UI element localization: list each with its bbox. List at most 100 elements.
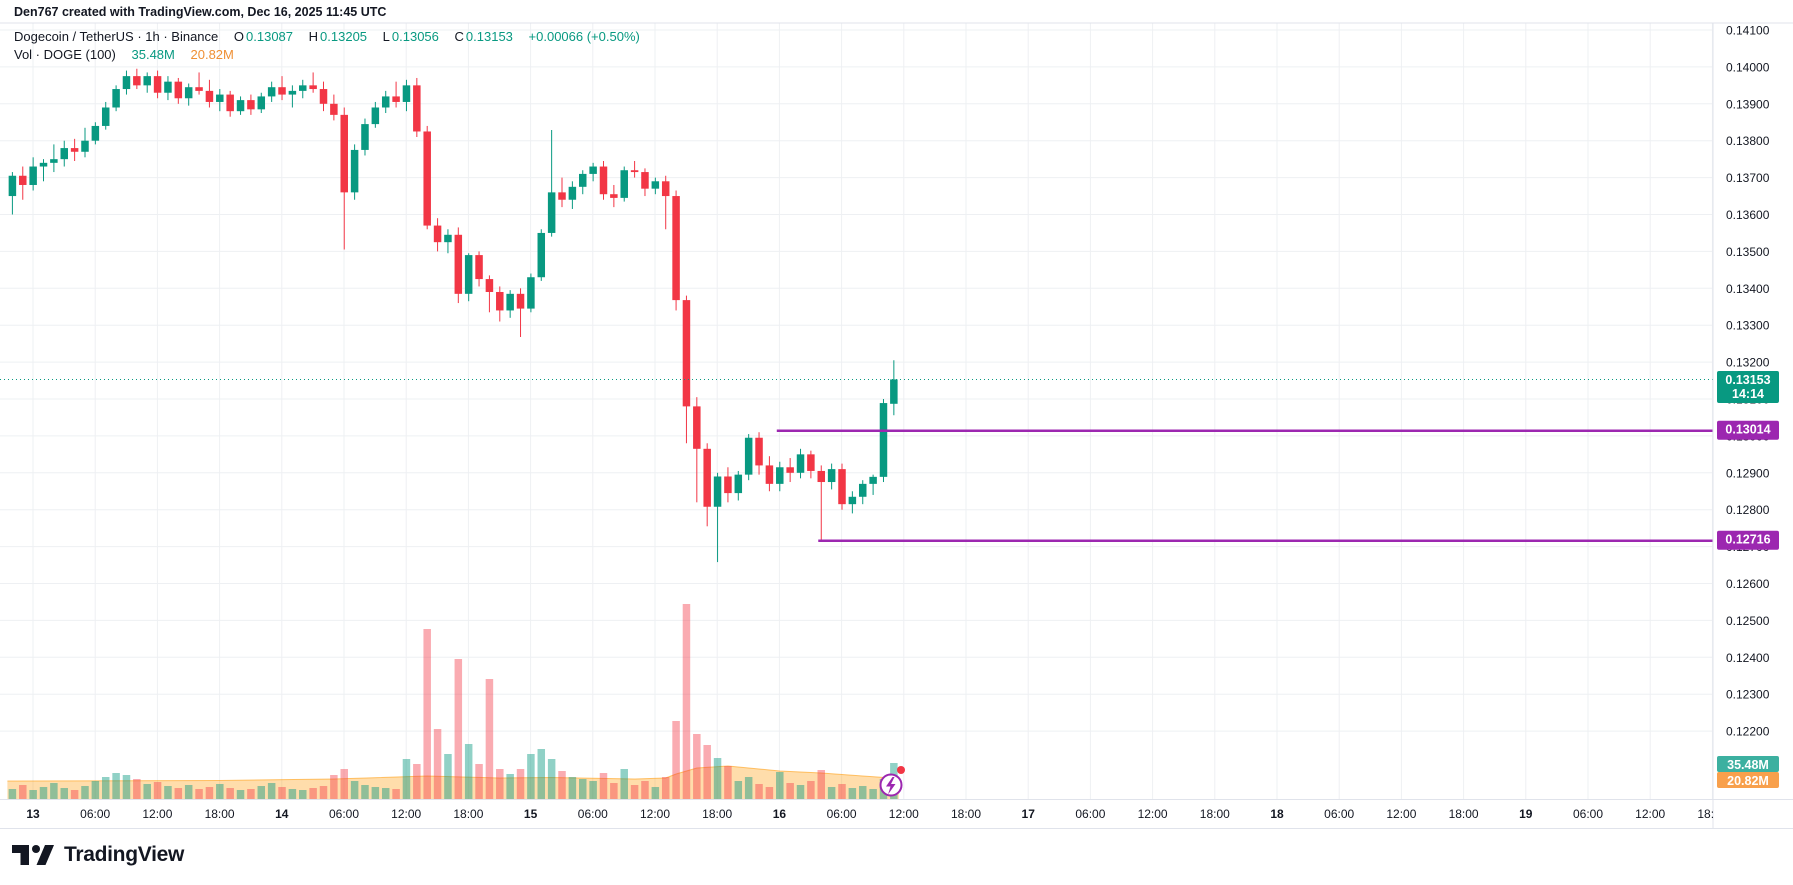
realtime-flash-icon[interactable] [879, 766, 906, 797]
volume-legend[interactable]: Vol · DOGE (100) 35.48M 20.82M [14, 47, 236, 62]
volume-bar [29, 790, 37, 799]
ohlc-close-key: C [454, 29, 464, 44]
candle [807, 454, 815, 471]
price-tick-label: 0.13700 [1726, 171, 1770, 185]
price-tick-label: 0.13300 [1726, 319, 1770, 333]
volume-bar [8, 789, 17, 799]
volume-bar [39, 787, 48, 799]
candle [703, 448, 711, 507]
time-tick-label: 12:00 [1635, 807, 1665, 821]
volume-bar [693, 734, 701, 799]
ohlc-low-value: 0.13056 [391, 29, 439, 44]
candle [568, 186, 577, 200]
volume-bar [278, 787, 286, 799]
time-tick-label: 12:00 [889, 807, 919, 821]
price-tick-label: 0.13400 [1726, 282, 1770, 296]
svg-text:35.48M: 35.48M [1727, 758, 1769, 772]
time-axis[interactable]: 13 06:00 12:00 18:00 14 06:00 12:00 18:00 15 06:0… [26, 801, 1793, 827]
time-tick-label: 12:00 [142, 807, 172, 821]
candle [413, 85, 421, 132]
tradingview-logo-icon [12, 845, 54, 865]
candle [734, 474, 743, 494]
candle [101, 107, 110, 126]
candle [91, 125, 100, 141]
volume-bar [371, 787, 380, 799]
volume-bar [195, 789, 203, 799]
volume-bar [184, 785, 193, 799]
time-tick-label: 13 [26, 807, 40, 821]
candle [661, 181, 670, 197]
time-tick-label: 17 [1022, 807, 1036, 821]
time-tick-label: 19 [1519, 807, 1533, 821]
time-tick-label: 06:00 [1573, 807, 1603, 821]
price-tick-label: 0.12600 [1726, 577, 1770, 591]
candle [299, 85, 307, 91]
volume-bar [734, 781, 743, 799]
volume-bar [50, 783, 58, 799]
volume-indicator-title[interactable]: Vol · DOGE (100) [14, 47, 116, 62]
volume-bar [724, 766, 732, 799]
candle [827, 469, 836, 483]
symbol-legend[interactable]: Dogecoin / TetherUS · 1h · Binance O 0.13… [14, 29, 642, 44]
attribution-text: Den767 created with TradingView.com, Dec… [14, 5, 387, 19]
candle [547, 192, 556, 233]
volume-bar [527, 754, 535, 799]
volume-bar [827, 787, 836, 799]
candle [765, 465, 774, 484]
candle [70, 148, 79, 152]
candle [672, 196, 680, 301]
candle [122, 76, 131, 90]
candle [454, 234, 463, 294]
candle [153, 76, 162, 93]
tradingview-footer[interactable]: TradingView [12, 843, 184, 867]
svg-text:14:14: 14:14 [1732, 387, 1764, 401]
price-tick-label: 0.13600 [1726, 208, 1770, 222]
volume-bar [796, 785, 805, 799]
candle [50, 159, 58, 163]
candle [630, 170, 639, 173]
volume-ma-area [7, 765, 899, 799]
volume-bar [340, 769, 348, 799]
volume-bar [247, 789, 255, 799]
candle [838, 469, 846, 505]
candle [423, 131, 431, 226]
volume-bar [174, 788, 183, 799]
price-tick-label: 0.13800 [1726, 134, 1770, 148]
candle [444, 234, 452, 243]
volume-bar [299, 790, 307, 799]
ohlc-high-value: 0.13205 [320, 29, 368, 44]
candle [641, 172, 649, 189]
price-tick-label: 0.14100 [1726, 24, 1770, 38]
volume-value-label [1717, 756, 1779, 772]
symbol-title[interactable]: Dogecoin / TetherUS · 1h · Binance [14, 29, 219, 44]
candle [236, 100, 245, 112]
volume-bar [433, 729, 442, 799]
volume-bar [516, 769, 525, 799]
volume-ma-label [1717, 772, 1779, 788]
volume-bar [661, 777, 670, 799]
candle [496, 291, 504, 311]
volume-bar [153, 782, 162, 799]
volume-bar [164, 786, 172, 799]
candle [724, 476, 732, 494]
time-tick-label: 18:00 [1449, 807, 1479, 821]
volume-bar [288, 789, 297, 799]
volume-bar [267, 783, 276, 799]
time-tick-label: 18 [1270, 807, 1284, 821]
volume-bar [838, 784, 846, 799]
volume-bar [641, 781, 649, 799]
volume-bar [19, 785, 27, 799]
candle [579, 173, 587, 187]
candle [278, 87, 286, 95]
candle [309, 85, 317, 90]
horizontal-line-tools[interactable] [776, 429, 1713, 542]
volume-bar [620, 769, 628, 799]
candle [537, 232, 546, 278]
volume-bar [869, 789, 877, 799]
price-tick-label: 0.14000 [1726, 60, 1770, 74]
candle [620, 170, 628, 198]
price-tick-label: 0.13200 [1726, 356, 1770, 370]
